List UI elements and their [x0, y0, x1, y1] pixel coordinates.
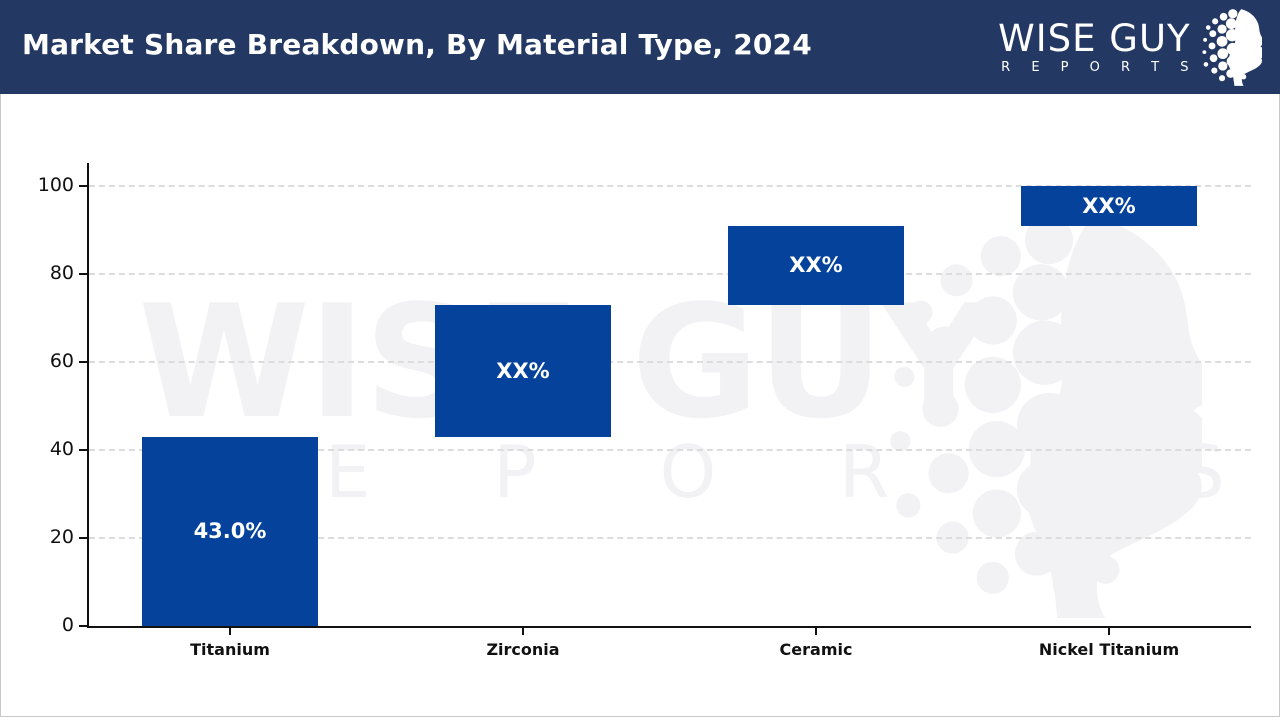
ytick-label-40: 40 [49, 438, 74, 460]
ytick-label-100: 100 [37, 174, 74, 196]
gridline-y40 [89, 449, 1251, 451]
bar-nickel-titanium: XX% [1021, 186, 1197, 226]
bar-label-zirconia: XX% [496, 358, 550, 383]
gridline-y20 [89, 537, 1251, 539]
bar-ceramic: XX% [728, 225, 904, 305]
brand-logo: WISE GUY R E P O R T S [998, 8, 1262, 86]
category-label-titanium: Titanium [190, 640, 270, 659]
wiseguy-head-icon [1202, 8, 1262, 86]
x-axis-spine [87, 626, 1251, 628]
ytick-label-80: 80 [49, 262, 74, 284]
ytick-mark-20 [79, 537, 87, 539]
xtick-mark-zirconia [522, 628, 524, 635]
category-label-zirconia: Zirconia [486, 640, 560, 659]
xtick-mark-ceramic [815, 628, 817, 635]
brand-name-bottom: R E P O R T S [1001, 60, 1197, 75]
header-bar: Market Share Breakdown, By Material Type… [0, 0, 1280, 94]
xtick-mark-nickel-titanium [1108, 628, 1110, 635]
brand-name: WISE GUY R E P O R T S [998, 20, 1197, 74]
ytick-label-0: 0 [61, 614, 74, 636]
page-title: Market Share Breakdown, By Material Type… [22, 27, 812, 61]
bar-label-nickel-titanium: XX% [1082, 193, 1136, 218]
gridline-y80 [89, 273, 1251, 275]
ytick-mark-0 [79, 625, 87, 627]
bar-label-ceramic: XX% [789, 253, 843, 278]
ytick-mark-100 [79, 185, 87, 187]
ytick-mark-40 [79, 449, 87, 451]
gridline-y100 [89, 185, 1251, 187]
ytick-mark-60 [79, 361, 87, 363]
category-label-nickel-titanium: Nickel Titanium [1038, 640, 1180, 659]
ytick-label-60: 60 [49, 350, 74, 372]
ytick-mark-80 [79, 273, 87, 275]
brand-name-top: WISE GUY [998, 17, 1191, 60]
y-axis-spine [87, 163, 89, 628]
category-label-ceramic: Ceramic [779, 640, 853, 659]
xtick-mark-titanium [229, 628, 231, 635]
bar-label-titanium: 43.0% [193, 519, 267, 544]
gridline-y60 [89, 361, 1251, 363]
bar-titanium: 43.0% [142, 436, 318, 626]
ytick-label-20: 20 [49, 526, 74, 548]
bar-zirconia: XX% [435, 304, 611, 437]
